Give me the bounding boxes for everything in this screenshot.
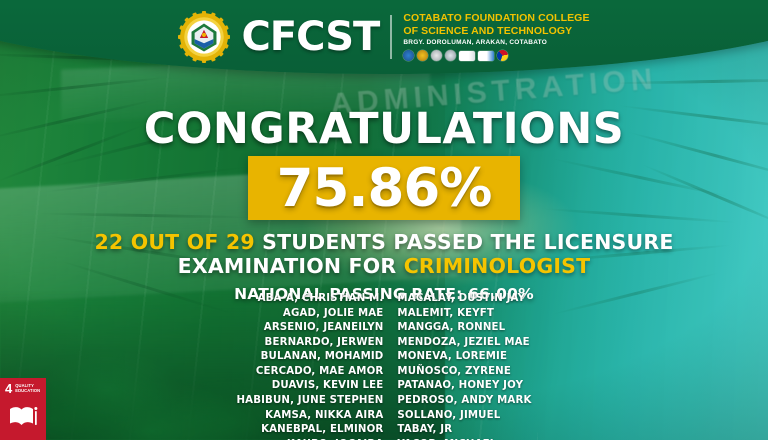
statement-part1: STUDENTS PASSED THE LICENSURE [262,230,674,254]
passer-name: DUAVIS, KEVIN LEE [271,380,384,392]
passer-name: PATANAO, HONEY JOY [397,380,524,392]
passing-rate-banner: 75.86% [248,156,520,220]
sdg-quality-education-badge: 4 QUALITY EDUCATION [0,378,46,440]
passer-name: MACALAY, DUSTIN JAY [397,293,526,304]
sdg-number: 4 [5,381,13,396]
accreditation-seal-4 [445,50,457,62]
passer-name: CERCADO, MAE AMOR [255,365,384,377]
passer-name: ABA-A, CHRISTIAN M. [257,293,384,304]
passer-name: BULANAN, MOHAMID [260,351,384,363]
background-foliage [0,264,446,440]
passers-column-right: MACALAY, DUSTIN JAY MALEMIT, KEYFT MANGGA,… [397,292,531,440]
open-book-icon [5,395,41,436]
congratulations-title: CONGRATULATIONS [143,104,625,154]
accreditation-seal-3 [431,50,443,62]
passer-name: MUÑOSCO, ZYRENE [397,365,511,377]
passer-name: KAUPO, JOCAIRA [287,438,384,440]
sdg-label-line2: EDUCATION [15,388,41,394]
national-passing-rate: NATIONAL PASSING RATE: 66.00% [234,284,534,303]
statement-part2: EXAMINATION FOR [177,253,397,278]
passer-name: MANGGA, RONNEL [397,322,506,334]
accreditation-seal-5 [459,50,476,61]
passer-name: BERNARDO, JERWEN [264,336,384,348]
passer-name: HABIBUN, JUNE STEPHEN [236,394,384,406]
headline-block: CONGRATULATIONS 75.86% 22 OUT OF 29 STUD… [0,108,768,303]
passer-name: MALEMIT, KEYFT [397,307,494,319]
brand-name-line1: COTABATO FOUNDATION COLLEGE [403,11,590,24]
passed-count: 22 OUT OF 29 [94,230,255,254]
brand-name-line2: OF SCIENCE AND TECHNOLOGY [403,24,573,37]
cfcst-gear-seal-icon [178,11,231,63]
philippine-flag-icon [497,50,509,62]
passers-statement: 22 OUT OF 29 STUDENTS PASSED THE LICENSU… [0,230,768,279]
passer-name: KAMSA, NIKKA AIRA [265,409,384,421]
header-brand-row: CFCST COTABATO FOUNDATION COLLEGE OF SCI… [0,6,768,68]
header-divider [390,15,393,59]
passer-name: MONEVA, LOREMIE [397,351,508,363]
passers-column-left: ABA-A, CHRISTIAN M. AGAD, JOLIE MAE ARSENI… [236,292,383,440]
accreditation-seal-2 [417,50,429,62]
accreditation-seal-1 [403,50,415,62]
passing-rate-value: 75.86% [276,157,493,219]
profession-name: CRIMINOLOGIST [403,253,591,278]
brand-name-block: COTABATO FOUNDATION COLLEGE OF SCIENCE A… [403,11,590,62]
passer-name: TABAY, JR [397,424,453,436]
brand-address: BRGY. DOROLUMAN, ARAKAN, COTABATO [403,39,548,47]
accreditation-seal-6 [478,50,495,61]
passers-list: ABA-A, CHRISTIAN M. AGAD, JOLIE MAE ARSENI… [0,292,768,440]
passer-name: KANEBPAL, ELMINOR [261,424,384,436]
passer-name: MENDOZA, JEZIEL MAE [397,336,530,348]
passer-name: YACOB, MICHAEL [397,438,496,440]
passer-name: PEDROSO, ANDY MARK [397,394,532,406]
brand-abbreviation: CFCST [241,14,380,60]
sdg-label: QUALITY EDUCATION [15,383,40,393]
accreditation-logo-strip [403,50,589,62]
sdg-badge-header: 4 QUALITY EDUCATION [5,381,41,396]
sdg-label-line1: QUALITY [15,383,34,388]
passer-name: AGAD, JOLIE MAE [282,307,384,319]
passer-name: SOLLANO, JIMUEL [397,409,501,421]
passer-name: ARSENIO, JEANEILYN [263,322,384,334]
